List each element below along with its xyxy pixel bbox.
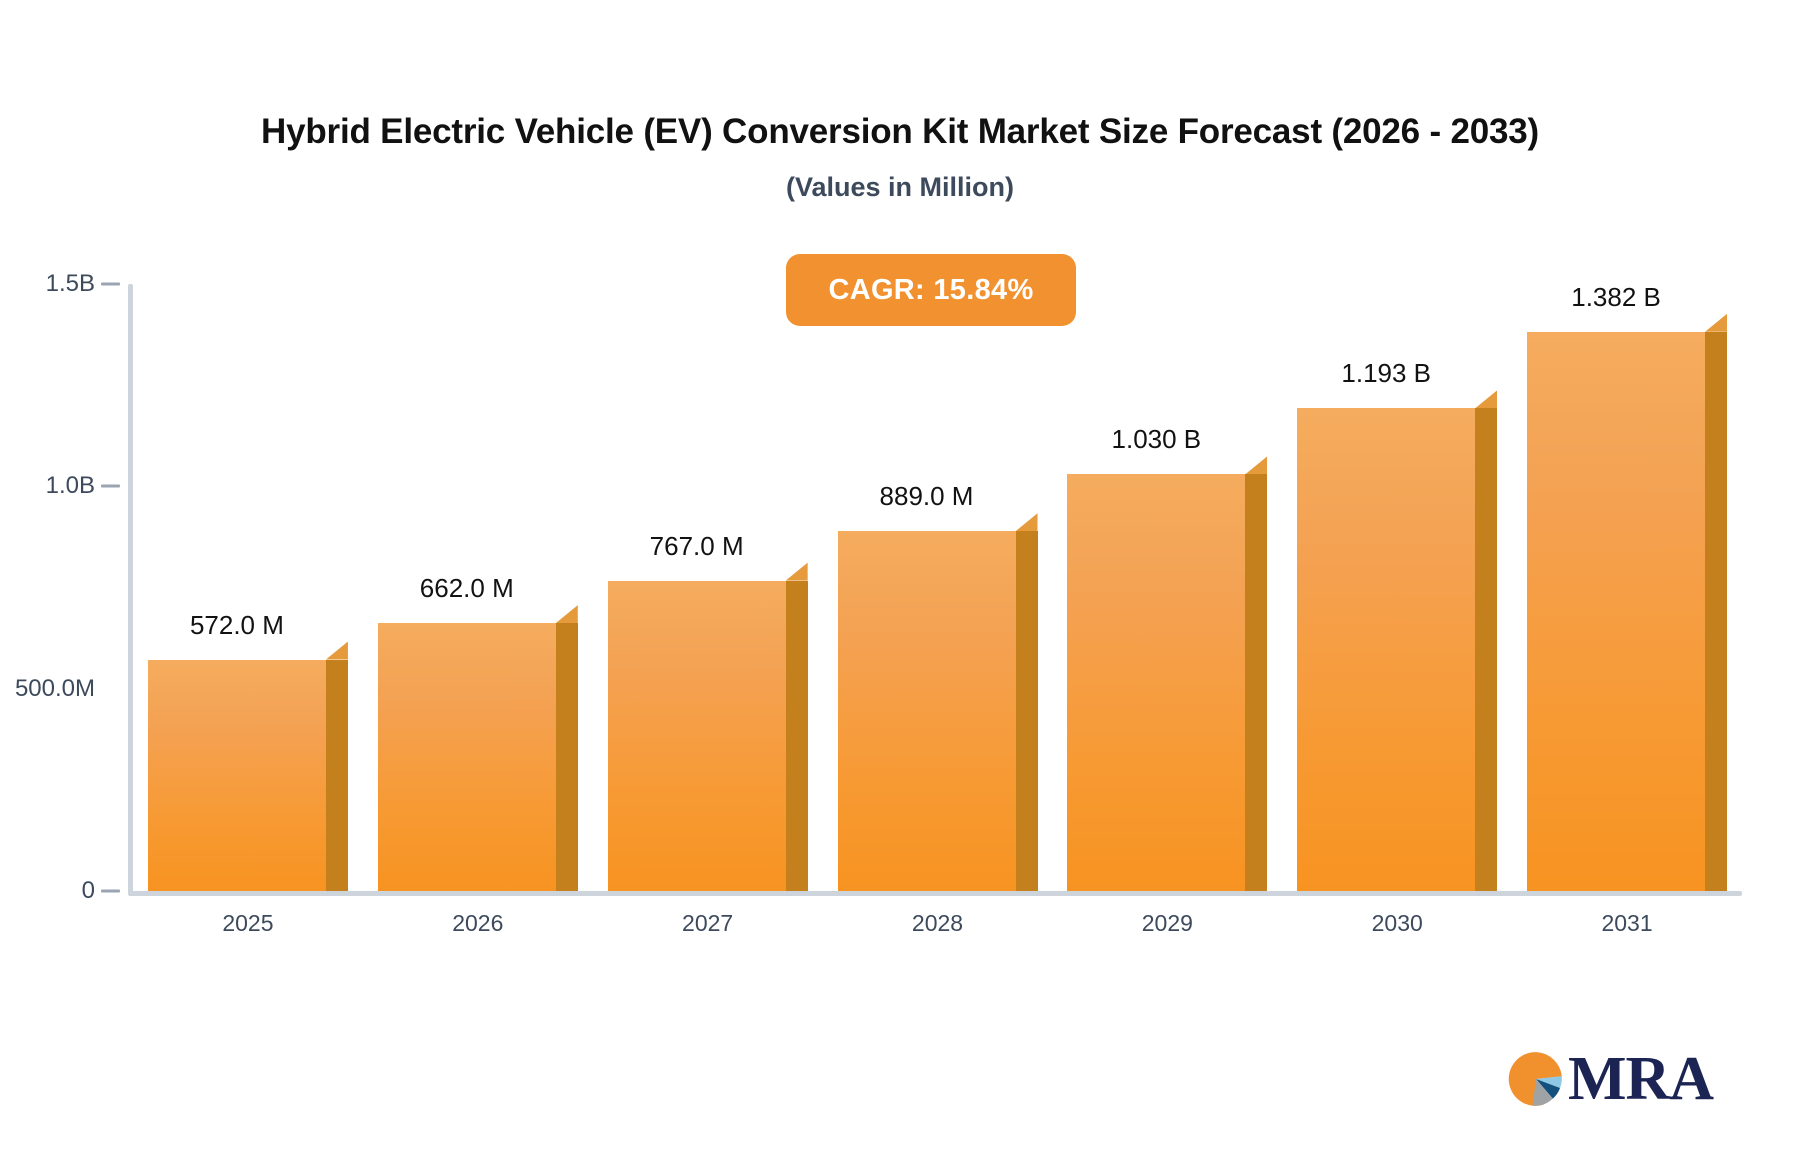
bar[interactable] <box>1297 390 1498 891</box>
bar-front-face <box>1067 474 1246 891</box>
chart-subtitle: (Values in Million) <box>785 172 1015 202</box>
y-axis-tick-mark <box>101 282 120 286</box>
bar[interactable] <box>377 605 578 891</box>
bar-top-face <box>1475 390 1498 409</box>
bar-side-face <box>1475 408 1498 891</box>
bar-front-face <box>1297 408 1476 891</box>
bar-front-face <box>607 580 786 891</box>
bar-top-face <box>555 605 578 624</box>
y-axis-tick-label: 500.0M <box>14 674 95 702</box>
y-axis-tick-mark <box>101 889 120 893</box>
bar-side-face <box>1245 474 1268 891</box>
cagr-badge-label: CAGR: 15.84% <box>828 273 1034 306</box>
bar-value-label: 767.0 M <box>649 530 744 561</box>
bar-side-face <box>1705 331 1728 891</box>
y-axis-tick-mark <box>101 484 120 488</box>
bar-value-label: 572.0 M <box>189 609 284 640</box>
bar-top-face <box>1705 313 1728 332</box>
bar[interactable] <box>837 513 1038 891</box>
x-axis-tick-label: 2027 <box>682 910 734 936</box>
bar-top-face <box>1015 513 1038 532</box>
x-axis-tick-label: 2028 <box>911 910 964 936</box>
x-axis-tick-label: 2026 <box>452 910 504 936</box>
bar[interactable] <box>1527 313 1728 891</box>
bar-value-label: 1.193 B <box>1341 358 1432 389</box>
bar-value-label: 662.0 M <box>419 573 514 604</box>
bar-top-face <box>785 562 808 581</box>
bar-front-face <box>837 531 1016 891</box>
bar-value-label: 1.382 B <box>1571 281 1661 312</box>
x-axis-tick-label: 2029 <box>1141 910 1193 936</box>
bar-top-face <box>325 641 348 660</box>
bar-value-label: 1.030 B <box>1111 424 1202 455</box>
bar[interactable] <box>607 562 808 891</box>
bar-value-label: 889.0 M <box>879 481 974 512</box>
bar-front-face <box>377 623 556 891</box>
mra-logo: MRA <box>1508 1045 1714 1113</box>
bar[interactable] <box>1067 456 1268 891</box>
bar-side-face <box>785 580 808 891</box>
bar-top-face <box>1245 456 1268 475</box>
bar-front-face <box>147 659 326 891</box>
pie-chart-logo-icon <box>1508 1052 1562 1106</box>
x-axis-tick-label: 2030 <box>1371 910 1423 936</box>
cagr-badge: CAGR: 15.84% <box>786 254 1076 326</box>
y-axis-tick-label: 1.5B <box>45 270 95 297</box>
chart-title: Hybrid Electric Vehicle (EV) Conversion … <box>261 112 1539 151</box>
logo-wordmark: MRA <box>1568 1045 1714 1113</box>
bar-side-face <box>555 623 578 891</box>
bar-side-face <box>1015 531 1038 891</box>
x-axis-tick-label: 2025 <box>222 910 274 936</box>
bar[interactable] <box>147 641 348 891</box>
y-axis-tick-label: 0 <box>81 877 95 904</box>
x-axis-tick-label: 2031 <box>1601 910 1653 936</box>
y-axis-tick-label: 1.0B <box>45 472 95 500</box>
x-axis-line <box>128 891 1742 896</box>
y-axis-line <box>128 284 133 894</box>
bar-front-face <box>1527 331 1706 891</box>
bar-side-face <box>325 659 348 891</box>
